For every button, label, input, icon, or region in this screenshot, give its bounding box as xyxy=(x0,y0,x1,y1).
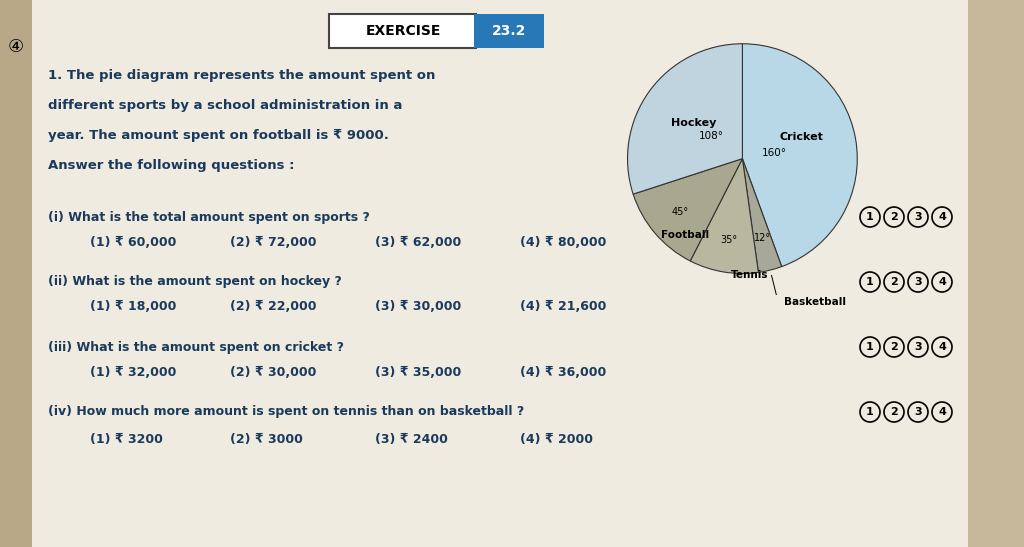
Text: (4) ₹ 21,600: (4) ₹ 21,600 xyxy=(520,300,606,313)
Text: EXERCISE: EXERCISE xyxy=(366,24,440,38)
Text: 2: 2 xyxy=(890,342,898,352)
Text: 1: 1 xyxy=(866,277,873,287)
Text: (iii) What is the amount spent on cricket ?: (iii) What is the amount spent on cricke… xyxy=(48,340,344,353)
Text: Tennis: Tennis xyxy=(731,270,769,280)
Text: 23.2: 23.2 xyxy=(492,24,526,38)
Text: 3: 3 xyxy=(914,212,922,222)
Text: (1) ₹ 3200: (1) ₹ 3200 xyxy=(90,433,163,445)
Text: 2: 2 xyxy=(890,277,898,287)
Text: 4: 4 xyxy=(938,277,946,287)
Text: 1: 1 xyxy=(866,407,873,417)
Text: 3: 3 xyxy=(914,342,922,352)
Text: (ii) What is the amount spent on hockey ?: (ii) What is the amount spent on hockey … xyxy=(48,276,342,288)
Text: Football: Football xyxy=(662,230,710,240)
Text: 4: 4 xyxy=(938,342,946,352)
FancyBboxPatch shape xyxy=(28,0,968,547)
Text: (4) ₹ 36,000: (4) ₹ 36,000 xyxy=(520,365,606,379)
Text: (1) ₹ 60,000: (1) ₹ 60,000 xyxy=(90,236,176,248)
FancyBboxPatch shape xyxy=(474,14,544,48)
Text: 35°: 35° xyxy=(720,235,737,245)
Text: 45°: 45° xyxy=(672,207,688,217)
Text: 1. The pie diagram represents the amount spent on: 1. The pie diagram represents the amount… xyxy=(48,68,435,82)
Text: (3) ₹ 2400: (3) ₹ 2400 xyxy=(375,433,447,445)
Text: 3: 3 xyxy=(914,277,922,287)
Text: (1) ₹ 18,000: (1) ₹ 18,000 xyxy=(90,300,176,313)
Text: 4: 4 xyxy=(938,212,946,222)
Text: (3) ₹ 35,000: (3) ₹ 35,000 xyxy=(375,365,461,379)
Text: year. The amount spent on football is ₹ 9000.: year. The amount spent on football is ₹ … xyxy=(48,129,389,142)
Wedge shape xyxy=(628,44,742,194)
Text: Answer the following questions :: Answer the following questions : xyxy=(48,159,295,172)
Text: 108°: 108° xyxy=(699,131,724,141)
Text: 2: 2 xyxy=(890,212,898,222)
FancyBboxPatch shape xyxy=(329,14,476,48)
Text: (2) ₹ 3000: (2) ₹ 3000 xyxy=(230,433,303,445)
Text: 4: 4 xyxy=(938,407,946,417)
Text: (4) ₹ 80,000: (4) ₹ 80,000 xyxy=(520,236,606,248)
Text: (1) ₹ 32,000: (1) ₹ 32,000 xyxy=(90,365,176,379)
Text: (i) What is the total amount spent on sports ?: (i) What is the total amount spent on sp… xyxy=(48,211,370,224)
Text: (2) ₹ 72,000: (2) ₹ 72,000 xyxy=(230,236,316,248)
Text: Cricket: Cricket xyxy=(779,132,823,142)
Wedge shape xyxy=(742,44,857,266)
Wedge shape xyxy=(690,159,759,274)
Text: Basketball: Basketball xyxy=(783,297,846,307)
Text: (3) ₹ 30,000: (3) ₹ 30,000 xyxy=(375,300,461,313)
FancyBboxPatch shape xyxy=(0,0,32,547)
Text: Hockey: Hockey xyxy=(671,118,717,128)
Text: (2) ₹ 22,000: (2) ₹ 22,000 xyxy=(230,300,316,313)
Text: 12°: 12° xyxy=(754,233,771,243)
Wedge shape xyxy=(742,159,781,272)
Text: (iv) How much more amount is spent on tennis than on basketball ?: (iv) How much more amount is spent on te… xyxy=(48,405,524,418)
Text: (4) ₹ 2000: (4) ₹ 2000 xyxy=(520,433,593,445)
Text: different sports by a school administration in a: different sports by a school administrat… xyxy=(48,98,402,112)
Text: 1: 1 xyxy=(866,342,873,352)
Text: 160°: 160° xyxy=(762,148,787,158)
Text: (3) ₹ 62,000: (3) ₹ 62,000 xyxy=(375,236,461,248)
Text: 3: 3 xyxy=(914,407,922,417)
Wedge shape xyxy=(633,159,742,261)
Text: 2: 2 xyxy=(890,407,898,417)
Text: 1: 1 xyxy=(866,212,873,222)
Text: ④: ④ xyxy=(8,38,24,56)
Text: (2) ₹ 30,000: (2) ₹ 30,000 xyxy=(230,365,316,379)
